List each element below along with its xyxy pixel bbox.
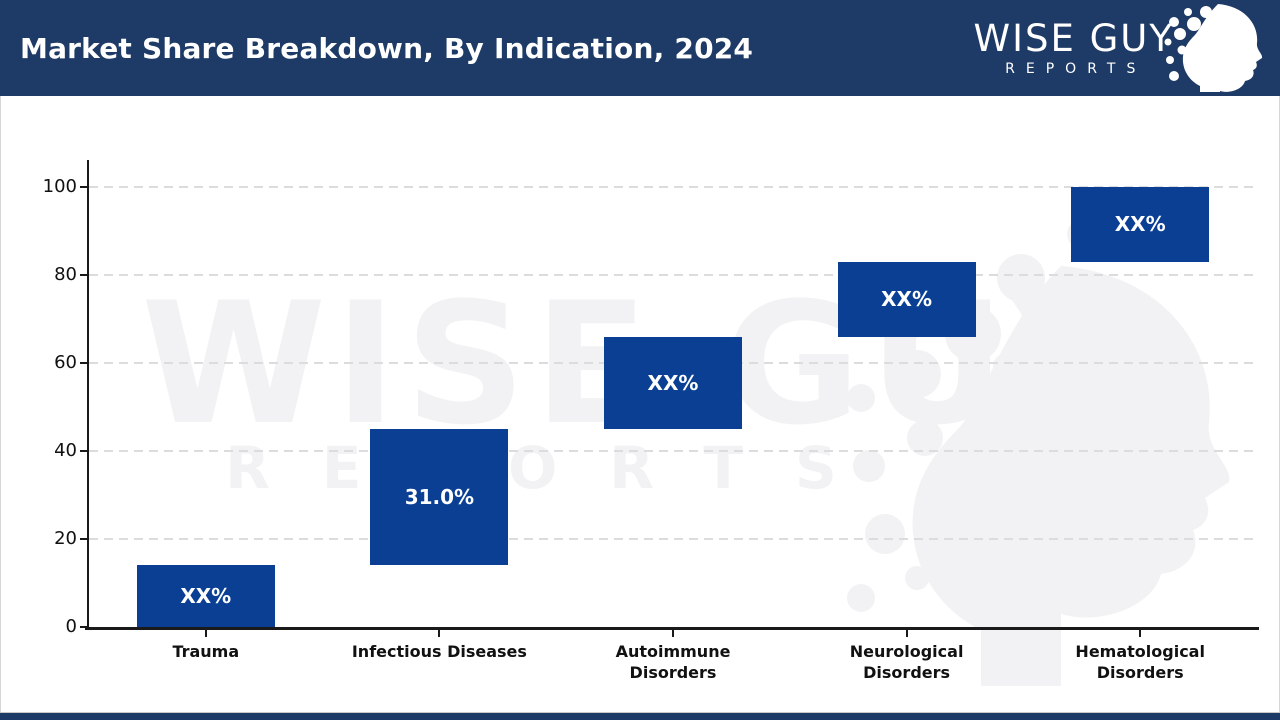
waterfall-bar: XX%	[136, 565, 275, 627]
category-label: Trauma	[172, 642, 240, 661]
y-tick-label: 60	[54, 352, 77, 373]
y-tick-label: 20	[54, 528, 77, 549]
logo-wordmark: WISE GUY	[973, 16, 1174, 60]
bar-value-label: XX%	[180, 584, 232, 609]
y-tick-mark	[80, 274, 87, 276]
page-title: Market Share Breakdown, By Indication, 2…	[20, 31, 754, 65]
x-tick-mark	[672, 630, 674, 637]
y-tick-mark	[80, 450, 87, 452]
x-tick-mark	[438, 630, 441, 637]
waterfall-bar: XX%	[1071, 187, 1210, 262]
category-label: Hematological Disorders	[1075, 642, 1205, 682]
category-label: Autoimmune Disorders	[615, 642, 731, 682]
wiseguy-logo: WISE GUY REPORTS	[974, 0, 1270, 96]
watermark-face-icon	[821, 206, 1241, 690]
y-tick-label: 100	[42, 176, 77, 197]
logo-subtitle: REPORTS	[1005, 60, 1147, 77]
y-tick-mark	[80, 538, 87, 540]
footer-bar	[0, 713, 1280, 720]
y-tick-label: 0	[65, 616, 77, 637]
x-axis	[85, 627, 1259, 630]
y-gridline	[89, 186, 1257, 188]
x-tick-mark	[905, 630, 908, 637]
bar-value-label: 31.0%	[404, 485, 475, 510]
bar-value-label: XX%	[1114, 212, 1166, 237]
x-tick-mark	[1139, 630, 1142, 637]
bar-value-label: XX%	[647, 370, 699, 395]
logo-text: WISE GUY REPORTS	[974, 20, 1174, 77]
y-gridline	[89, 274, 1257, 276]
y-tick-label: 40	[54, 440, 77, 461]
waterfall-bar: 31.0%	[370, 429, 509, 566]
y-axis	[87, 160, 89, 629]
bar-value-label: XX%	[881, 287, 933, 312]
category-label: Infectious Diseases	[351, 642, 527, 661]
waterfall-bar: XX%	[837, 261, 976, 337]
header-bar: Market Share Breakdown, By Indication, 2…	[0, 0, 1280, 96]
face-profile-icon	[1160, 0, 1270, 96]
y-gridline	[89, 450, 1257, 452]
y-gridline	[89, 538, 1257, 540]
category-label: Neurological Disorders	[849, 642, 964, 682]
y-tick-mark	[80, 186, 87, 188]
watermark-subtitle: REPORTS	[225, 434, 889, 502]
waterfall-bar: XX%	[604, 336, 742, 429]
y-tick-mark	[80, 362, 87, 364]
x-tick-mark	[204, 630, 207, 637]
y-tick-mark	[80, 626, 87, 628]
y-tick-label: 80	[54, 264, 77, 285]
